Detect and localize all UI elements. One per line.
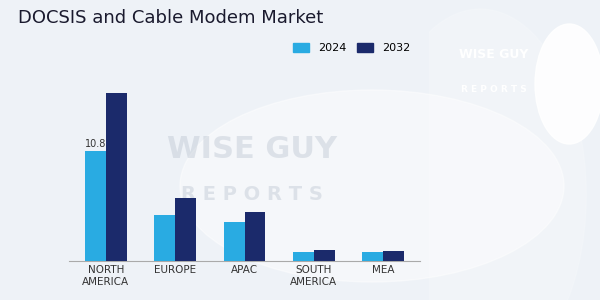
Bar — [245, 212, 265, 261]
Text: WISE GUY: WISE GUY — [459, 47, 529, 61]
Text: R E P O R T S: R E P O R T S — [461, 85, 527, 94]
Legend: 2024, 2032: 2024, 2032 — [289, 38, 415, 57]
Bar — [362, 252, 383, 261]
Text: DOCSIS and Cable Modem Market: DOCSIS and Cable Modem Market — [18, 9, 323, 27]
Bar — [383, 251, 404, 261]
Circle shape — [374, 9, 586, 300]
Bar — [175, 198, 196, 261]
Bar — [224, 222, 245, 261]
Bar — [154, 215, 175, 261]
Text: R E P O R T S: R E P O R T S — [181, 185, 323, 205]
Circle shape — [180, 90, 564, 282]
Text: 10.8: 10.8 — [85, 139, 106, 149]
Bar — [293, 252, 314, 261]
Bar — [314, 250, 335, 261]
Bar — [106, 93, 127, 261]
Text: WISE GUY: WISE GUY — [167, 136, 337, 164]
Circle shape — [535, 24, 600, 144]
Bar — [85, 151, 106, 261]
